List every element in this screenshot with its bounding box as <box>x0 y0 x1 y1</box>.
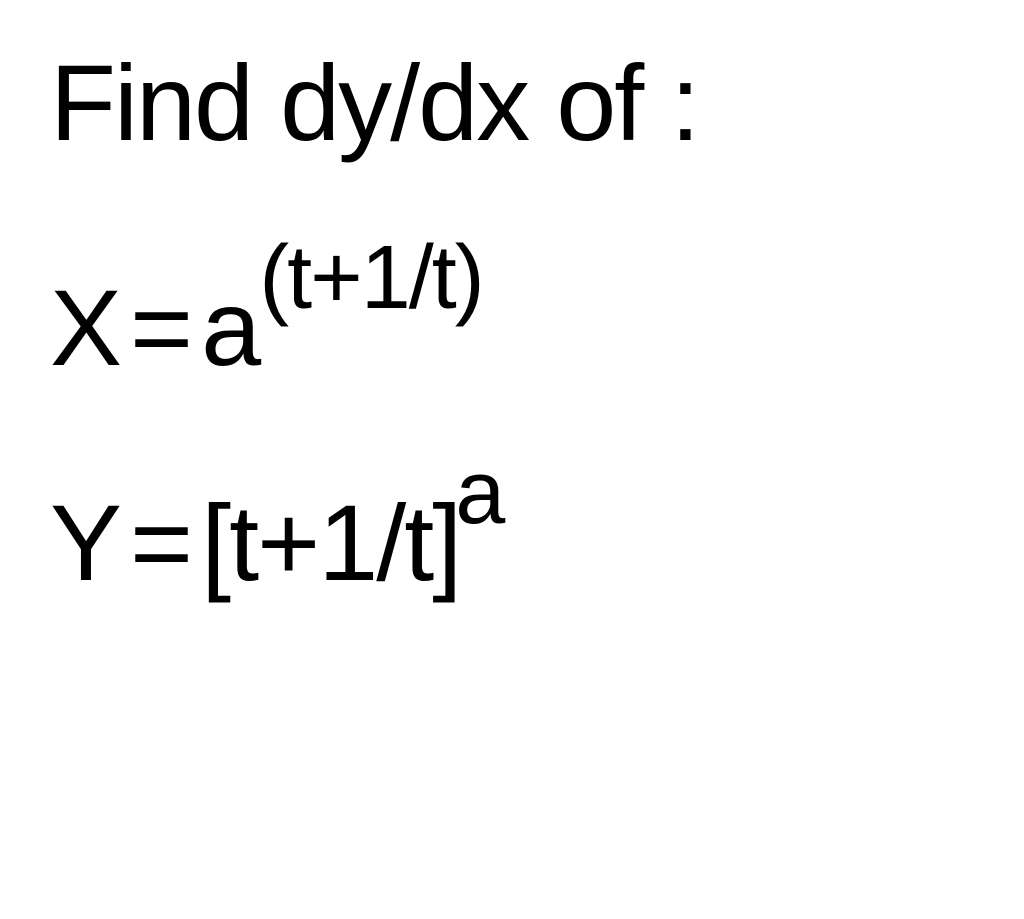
eq1-exponent: (t+1/t) <box>259 227 483 330</box>
eq2-equals: = <box>130 480 191 605</box>
eq2-base: [t+1/t] <box>201 480 460 605</box>
eq2-lhs: Y <box>50 480 120 605</box>
equation-x: X = a (t+1/t) <box>50 265 974 390</box>
eq1-lhs: X <box>50 265 120 390</box>
page-title: Find dy/dx of : <box>50 40 974 165</box>
eq2-exponent: a <box>455 442 503 545</box>
eq1-base: a <box>201 265 259 390</box>
equation-y: Y = [t+1/t] a <box>50 480 974 605</box>
eq1-equals: = <box>130 265 191 390</box>
